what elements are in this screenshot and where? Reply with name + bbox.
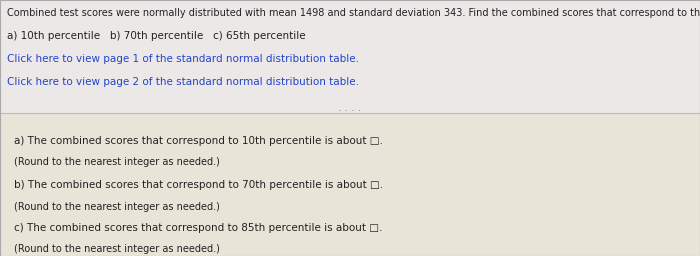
Text: (Round to the nearest integer as needed.): (Round to the nearest integer as needed.… [14,157,220,167]
Text: a) 10th percentile   b) 70th percentile   c) 65th percentile: a) 10th percentile b) 70th percentile c)… [7,31,306,41]
Text: Click here to view page 2 of the standard normal distribution table.: Click here to view page 2 of the standar… [7,77,359,87]
Text: b) The combined scores that correspond to 70th percentile is about □.: b) The combined scores that correspond t… [14,180,383,190]
Text: (Round to the nearest integer as needed.): (Round to the nearest integer as needed.… [14,202,220,212]
Text: a) The combined scores that correspond to 10th percentile is about □.: a) The combined scores that correspond t… [14,136,383,146]
Text: (Round to the nearest integer as needed.): (Round to the nearest integer as needed.… [14,244,220,254]
Text: Click here to view page 1 of the standard normal distribution table.: Click here to view page 1 of the standar… [7,54,359,64]
Text: c) The combined scores that correspond to 85th percentile is about □.: c) The combined scores that correspond t… [14,223,382,233]
Text: · · · ·: · · · · [338,106,362,116]
FancyBboxPatch shape [0,113,700,256]
FancyBboxPatch shape [0,0,700,113]
Text: Combined test scores were normally distributed with mean 1498 and standard devia: Combined test scores were normally distr… [7,8,700,18]
